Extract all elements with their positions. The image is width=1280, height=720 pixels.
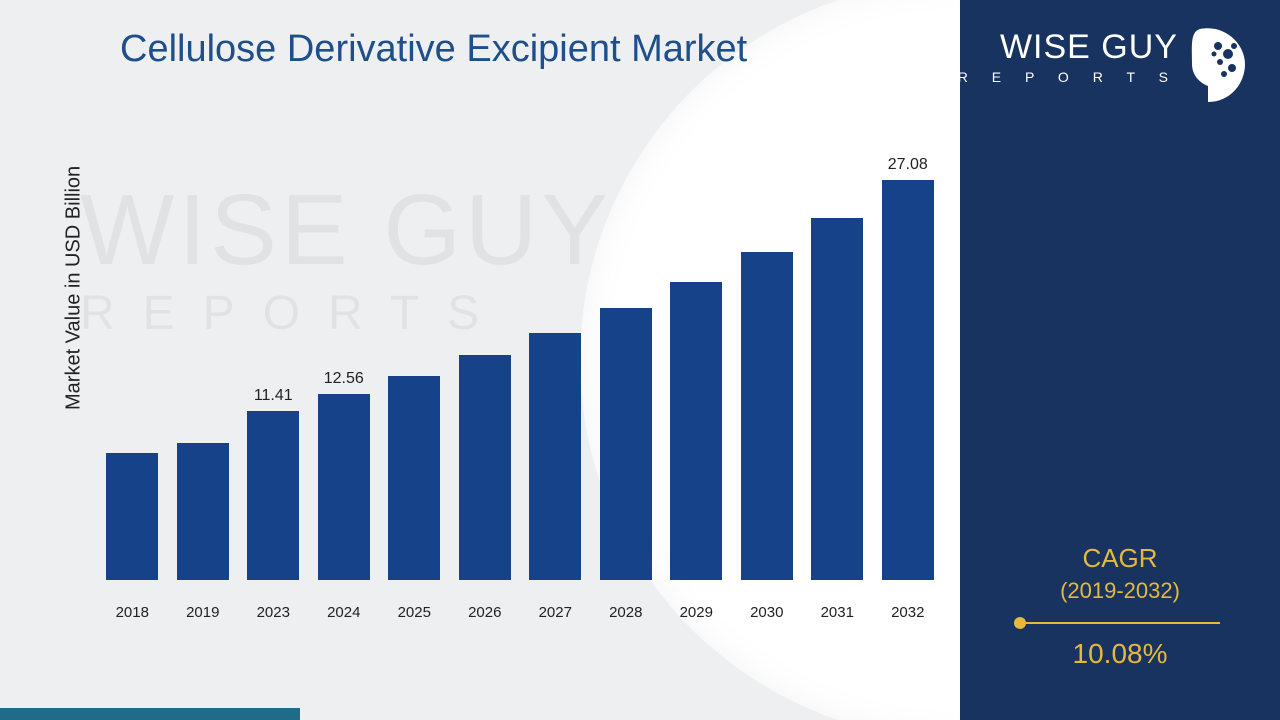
bar	[529, 333, 581, 580]
bar	[318, 394, 370, 580]
y-axis-label: Market Value in USD Billion	[63, 166, 86, 410]
chart-title: Cellulose Derivative Excipient Market	[120, 28, 760, 72]
page: WISE GUY REPORTS Cellulose Derivative Ex…	[0, 0, 1280, 720]
bars-container: 11.41 12.56 27.08	[100, 150, 940, 580]
bar-col: 11.41	[247, 411, 300, 580]
x-tick-label: 2026	[459, 594, 512, 634]
bar-col	[600, 308, 653, 580]
plot-region: 11.41 12.56 27.08	[100, 150, 940, 580]
x-tick-label: 2030	[741, 594, 794, 634]
bottom-accent-bar	[0, 708, 300, 720]
x-tick-label: 2023	[247, 594, 300, 634]
bar-col	[106, 453, 159, 580]
cagr-value: 10.08%	[990, 638, 1250, 670]
bar-value-label: 11.41	[254, 387, 293, 405]
bar	[247, 411, 299, 580]
bar	[388, 376, 440, 580]
bar	[741, 252, 793, 580]
x-tick-label: 2024	[318, 594, 371, 634]
bar-col: 27.08	[882, 180, 935, 580]
brand-logo: WISE GUY R E P O R T S	[958, 28, 1250, 85]
x-tick-label: 2018	[106, 594, 159, 634]
bar	[600, 308, 652, 580]
bar	[177, 443, 229, 580]
chart-area: Market Value in USD Billion 11.41 12.56 27…	[50, 150, 940, 630]
x-tick-label: 2028	[600, 594, 653, 634]
bar-col	[459, 355, 512, 580]
bar-col	[529, 333, 582, 580]
bar	[882, 180, 934, 580]
x-tick-label: 2029	[670, 594, 723, 634]
x-tick-label: 2032	[882, 594, 935, 634]
bar	[106, 453, 158, 580]
bar	[811, 218, 863, 580]
bar-col	[670, 282, 723, 580]
bar-col: 12.56	[318, 394, 371, 580]
bar-col	[811, 218, 864, 580]
x-labels-container: 2018 2019 2023 2024 2025 2026 2027 2028 2029 2030…	[100, 594, 940, 634]
bar	[670, 282, 722, 580]
cagr-label: CAGR	[990, 543, 1250, 574]
cagr-range: (2019-2032)	[990, 578, 1250, 604]
bar-value-label: 12.56	[324, 370, 364, 388]
x-tick-label: 2031	[811, 594, 864, 634]
cagr-divider	[1020, 622, 1220, 624]
x-tick-label: 2019	[177, 594, 230, 634]
bar-value-label: 27.08	[888, 156, 928, 174]
cagr-box: CAGR (2019-2032) 10.08%	[990, 543, 1250, 670]
bar-col	[177, 443, 230, 580]
x-tick-label: 2025	[388, 594, 441, 634]
x-tick-label: 2027	[529, 594, 582, 634]
head-icon	[1180, 24, 1250, 104]
bar-col	[741, 252, 794, 580]
bar	[459, 355, 511, 580]
bar-col	[388, 376, 441, 580]
